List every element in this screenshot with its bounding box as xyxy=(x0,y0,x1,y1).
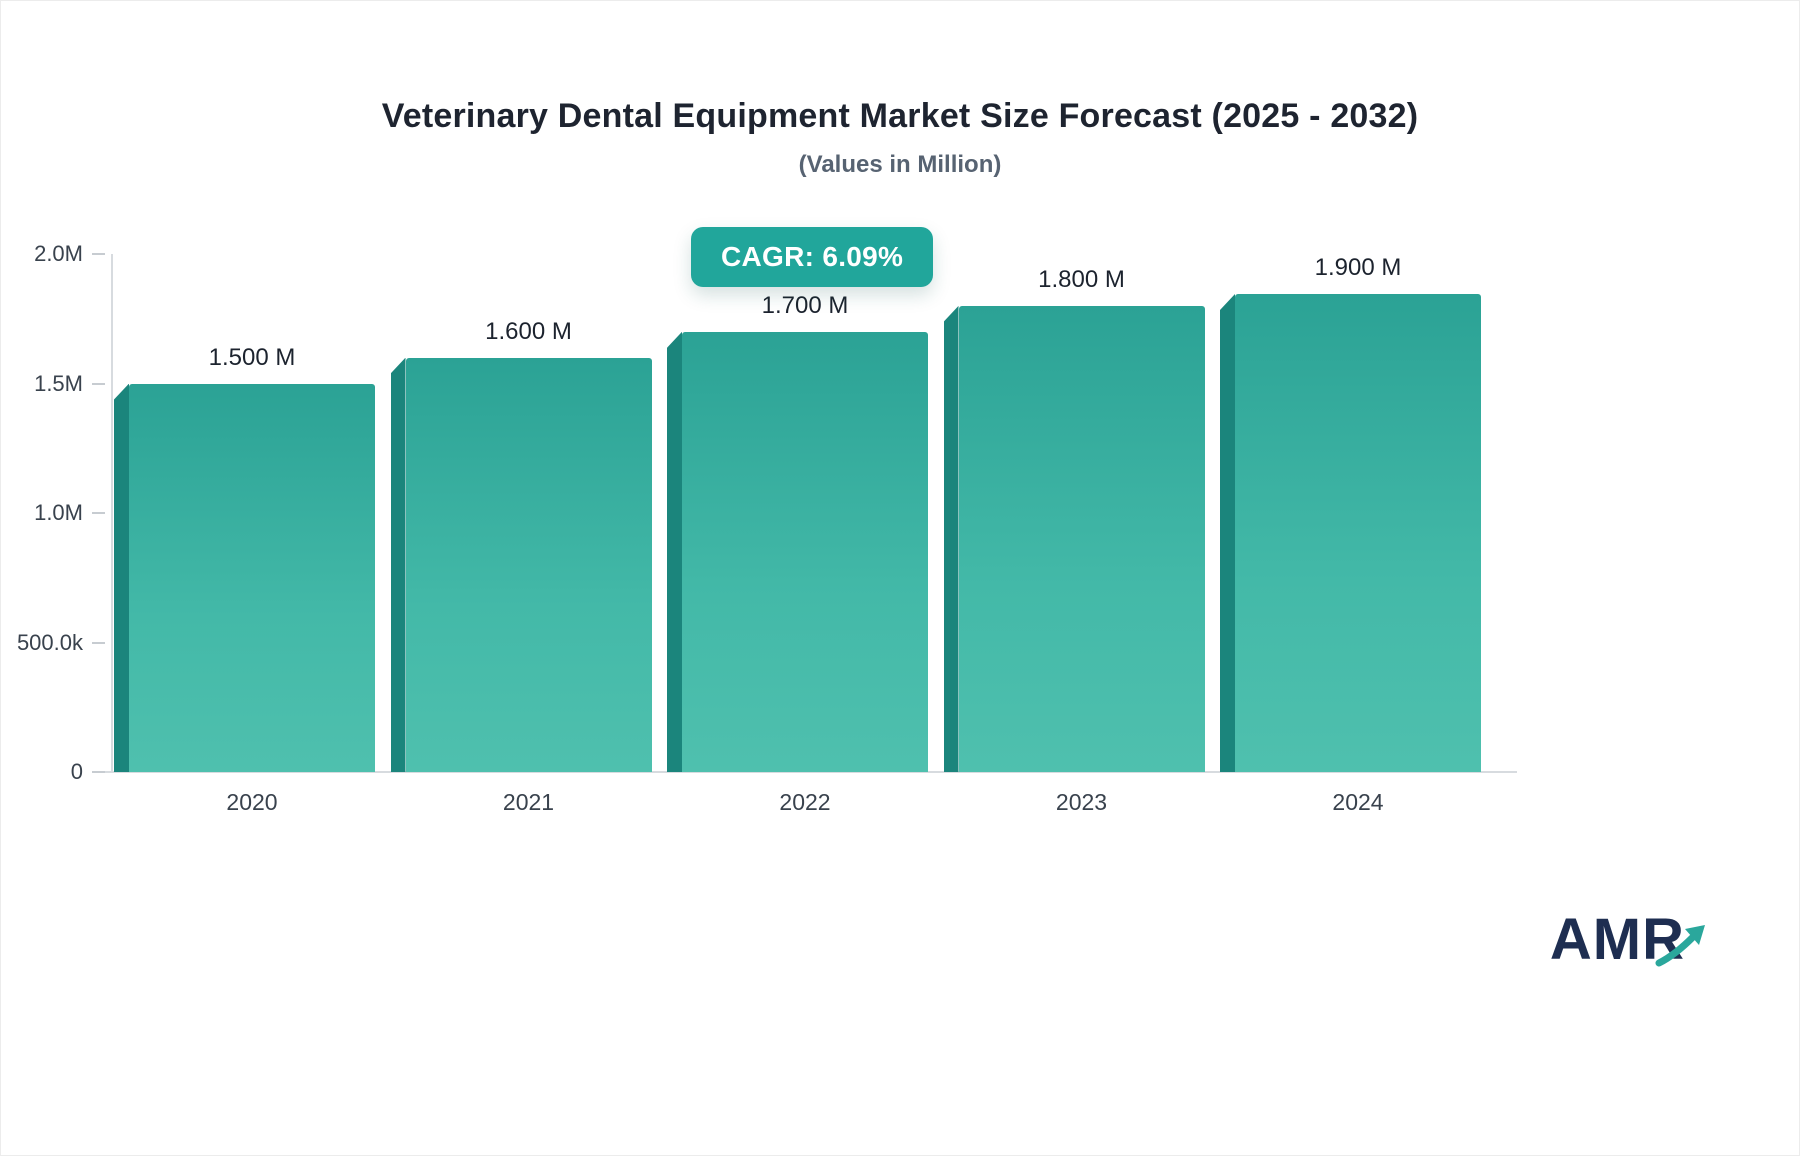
y-tick-500.0k: 500.0k xyxy=(17,630,105,656)
chart-title: Veterinary Dental Equipment Market Size … xyxy=(381,97,1419,135)
bar-value-label-2024: 1.900 M xyxy=(1314,254,1402,281)
x-axis-label-2020: 2020 xyxy=(226,789,278,815)
bar-2021 xyxy=(390,357,652,772)
bar-value-label-2022: 1.700 M xyxy=(761,291,849,319)
y-tick-2.0M: 2.0M xyxy=(34,241,105,267)
bar-group-2020: 1.500 M xyxy=(114,254,375,772)
bar-group-2023: 1.800 M xyxy=(943,254,1205,772)
y-tick-label: 2.0M xyxy=(34,241,83,266)
bar-group-2022: 1.700 M xyxy=(667,254,928,772)
y-tick-mark xyxy=(92,771,105,773)
bar-group-2021: 1.600 M xyxy=(390,254,652,772)
y-tick-label: 1.5M xyxy=(34,370,83,396)
y-axis-ticks: 2.0M 1.5M 1.0M 500.0k 0 xyxy=(1,241,105,784)
y-tick-1.5M: 1.5M xyxy=(34,371,105,397)
bar-side-shadow xyxy=(1220,294,1235,772)
y-tick-mark xyxy=(92,253,105,255)
bar-side-shadow xyxy=(114,383,129,772)
amr-logo-arrow-icon xyxy=(1655,925,1705,967)
x-axis-label-2023: 2023 xyxy=(1055,789,1108,815)
bar-2023 xyxy=(943,305,1205,772)
bar-side-shadow xyxy=(390,357,406,772)
x-axis-label-2021: 2021 xyxy=(502,789,555,815)
bar-2020 xyxy=(114,383,375,772)
bar-group-2024: 1.900 M xyxy=(1220,254,1481,772)
y-tick-mark xyxy=(92,382,105,385)
y-tick-mark xyxy=(92,641,105,644)
bar-side-shadow xyxy=(667,331,682,772)
y-tick-label: 1.0M xyxy=(34,500,83,525)
bar-side-shadow xyxy=(943,305,959,772)
x-axis-label-2022: 2022 xyxy=(779,789,831,815)
y-tick-1.0M: 1.0M xyxy=(34,500,105,526)
plot-area: 1.500 M 1.600 M 1.700 M 1.800 M 1.900 M xyxy=(114,254,1481,772)
bar-value-label-2021: 1.600 M xyxy=(485,317,572,345)
y-tick-mark xyxy=(92,512,105,514)
chart-subtitle: (Values in Million) xyxy=(798,151,1002,178)
bar-value-label-2023: 1.800 M xyxy=(1038,265,1125,293)
x-axis-label-2024: 2024 xyxy=(1332,789,1384,815)
amr-logo: AMR xyxy=(1550,911,1707,969)
x-axis-labels: 2020 2021 2022 2023 2024 xyxy=(129,789,1481,816)
y-tick-label: 0 xyxy=(70,759,83,784)
y-tick-0: 0 xyxy=(71,759,105,785)
y-tick-label: 500.0k xyxy=(16,629,83,655)
cagr-badge: CAGR: 6.09% xyxy=(691,227,934,287)
x-axis-line xyxy=(105,771,1517,773)
y-axis-line xyxy=(111,254,113,773)
bar-2024 xyxy=(1220,294,1481,772)
bar-2022 xyxy=(667,331,928,772)
bar-value-label-2020: 1.500 M xyxy=(208,343,296,371)
